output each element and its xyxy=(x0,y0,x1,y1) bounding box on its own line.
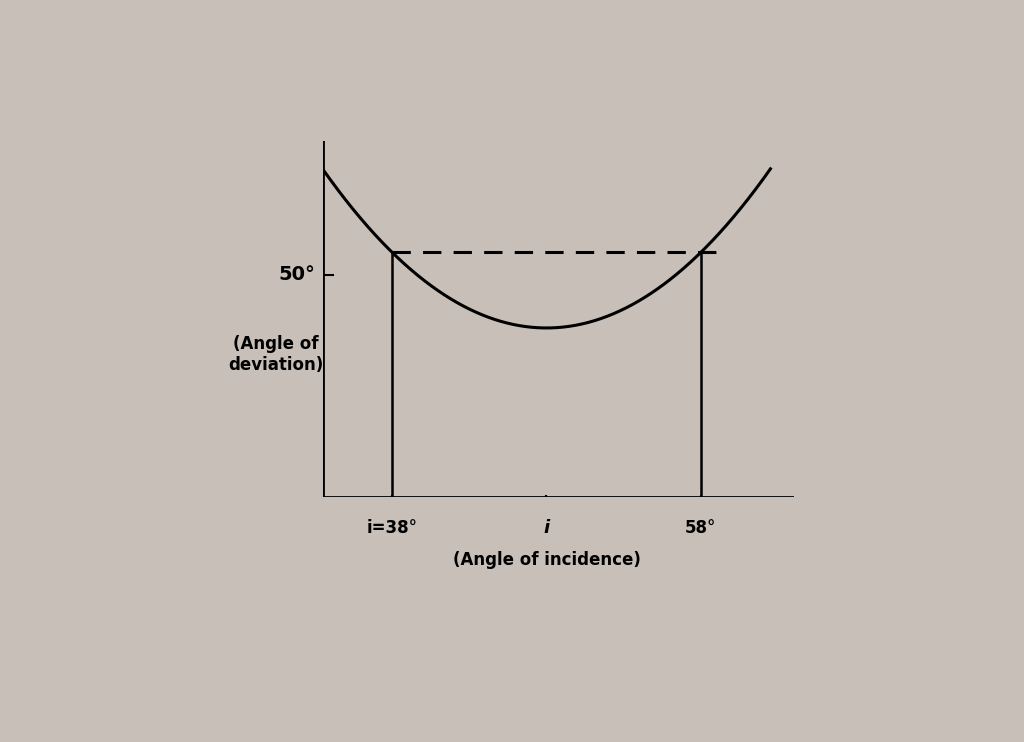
Text: (Angle of incidence): (Angle of incidence) xyxy=(453,551,640,568)
Text: 58°: 58° xyxy=(685,519,717,537)
Text: i=38°: i=38° xyxy=(367,519,418,537)
Text: 50°: 50° xyxy=(278,265,314,284)
Text: (Angle of
deviation): (Angle of deviation) xyxy=(228,335,324,374)
Text: i: i xyxy=(544,519,550,537)
